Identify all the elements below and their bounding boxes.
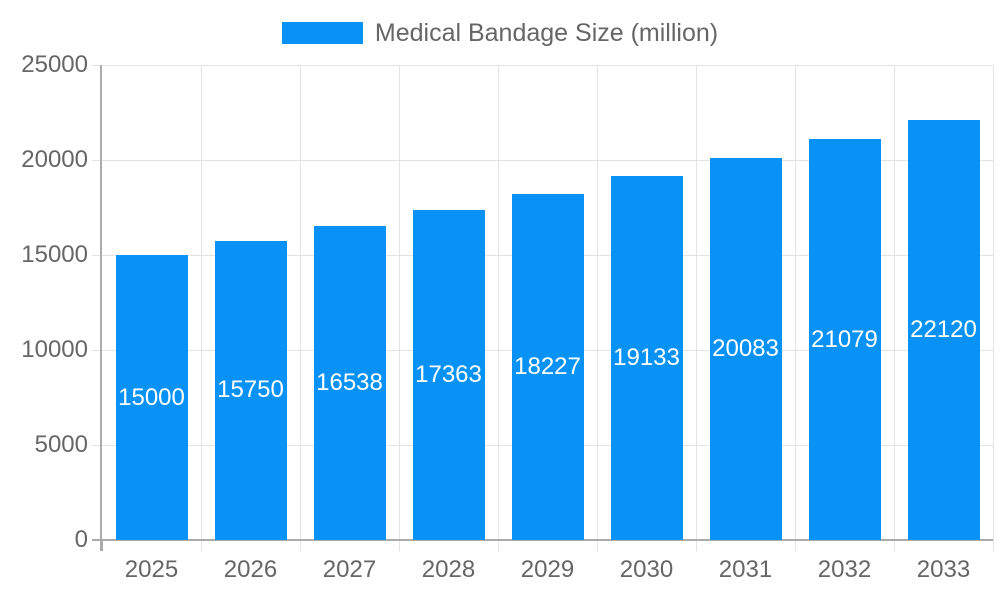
v-gridline (992, 65, 994, 540)
x-tick-label: 2030 (619, 556, 674, 583)
legend-title: Medical Bandage Size (million) (374, 19, 719, 47)
y-tick-label: 15000 (21, 241, 88, 268)
bar-value-label: 17363 (415, 361, 482, 389)
x-tick-mark (992, 540, 994, 551)
y-tick-mark (92, 159, 102, 161)
x-tick-mark (101, 540, 103, 551)
bar-2032 (808, 139, 881, 540)
v-gridline (794, 65, 796, 540)
x-tick-label: 2033 (916, 556, 971, 583)
bar-2030 (610, 176, 683, 540)
legend-color-swatch (281, 22, 363, 44)
bar-2027 (313, 225, 386, 540)
y-tick-mark (92, 349, 102, 351)
x-tick-mark (695, 540, 697, 551)
bar-2033 (907, 119, 980, 540)
bar-2029 (511, 193, 584, 540)
bar-value-label: 15000 (118, 383, 185, 411)
y-tick-mark (92, 254, 102, 256)
y-tick-label: 0 (74, 526, 88, 553)
x-tick-mark (497, 540, 499, 551)
v-gridline (695, 65, 697, 540)
bar-value-label: 21079 (811, 325, 878, 353)
v-gridline (299, 65, 301, 540)
bar-2026 (214, 240, 287, 540)
y-tick-mark (92, 444, 102, 446)
x-tick-mark (794, 540, 796, 551)
x-tick-label: 2032 (817, 556, 872, 583)
x-tick-label: 2026 (223, 556, 278, 583)
x-tick-mark (299, 540, 301, 551)
x-tick-mark (596, 540, 598, 551)
bar-2031 (709, 158, 782, 540)
y-tick-label: 20000 (21, 146, 88, 173)
chart-legend[interactable]: Medical Bandage Size (million) (0, 20, 1000, 46)
y-tick-label: 10000 (21, 336, 88, 363)
x-tick-mark (200, 540, 202, 551)
bar-value-label: 18227 (514, 352, 581, 380)
bar-value-label: 19133 (613, 344, 680, 372)
x-tick-label: 2025 (124, 556, 179, 583)
x-tick-label: 2027 (322, 556, 377, 583)
x-tick-mark (398, 540, 400, 551)
y-tick-label: 25000 (21, 51, 88, 78)
bar-value-label: 15750 (217, 376, 284, 404)
h-gridline (102, 64, 993, 66)
v-gridline (398, 65, 400, 540)
x-tick-mark (893, 540, 895, 551)
v-gridline (497, 65, 499, 540)
x-tick-label: 2028 (421, 556, 476, 583)
bar-value-label: 20083 (712, 335, 779, 363)
v-gridline (893, 65, 895, 540)
bar-value-label: 22120 (910, 315, 977, 343)
x-axis-line (92, 539, 993, 541)
y-tick-mark (92, 64, 102, 66)
y-axis-line (100, 65, 102, 551)
bar-2025 (115, 255, 188, 540)
h-gridline (102, 159, 993, 161)
y-tick-label: 5000 (34, 431, 88, 458)
v-gridline (200, 65, 202, 540)
v-gridline (596, 65, 598, 540)
x-tick-label: 2031 (718, 556, 773, 583)
bar-value-label: 16538 (316, 368, 383, 396)
bar-2028 (412, 210, 485, 540)
x-tick-label: 2029 (520, 556, 575, 583)
